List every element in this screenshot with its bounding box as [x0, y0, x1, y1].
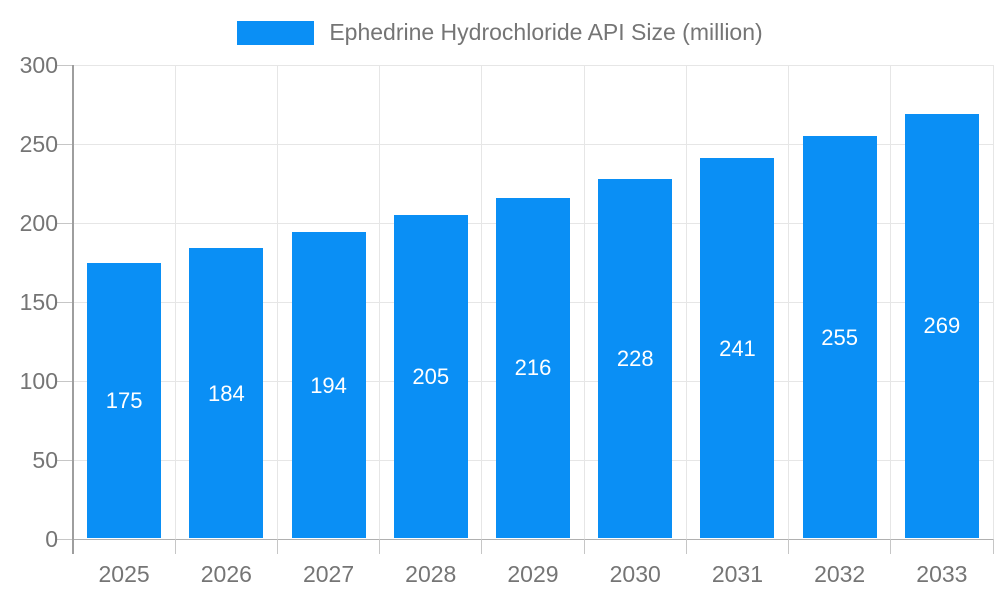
x-tick-mark	[481, 539, 483, 554]
x-tick-mark	[788, 539, 790, 554]
bar-value-label: 255	[821, 324, 859, 350]
y-axis-tick-label: 100	[19, 368, 58, 394]
x-tick-mark	[992, 539, 994, 554]
bar-2025[interactable]	[87, 262, 162, 538]
y-tick-mark	[55, 222, 73, 224]
bar-2030[interactable]	[598, 178, 673, 538]
x-gridline	[685, 65, 687, 539]
x-gridline	[992, 65, 994, 539]
y-axis-tick-label: 0	[45, 526, 58, 552]
y-axis-tick-label: 300	[19, 52, 58, 78]
bar-value-label: 184	[207, 380, 245, 406]
y-gridline	[73, 143, 993, 145]
bar-value-label: 216	[514, 355, 552, 381]
legend-swatch	[237, 20, 315, 45]
y-axis-tick-label: 50	[32, 447, 58, 473]
x-axis-tick-label: 2031	[711, 561, 764, 587]
x-gridline	[481, 65, 483, 539]
bar-value-label: 205	[412, 364, 450, 390]
x-axis-tick-label: 2028	[405, 561, 457, 587]
x-axis-tick-label: 2025	[98, 561, 150, 587]
y-tick-mark	[55, 459, 73, 461]
y-axis-tick-label: 150	[19, 289, 58, 315]
y-axis-line	[72, 65, 74, 539]
x-gridline	[890, 65, 892, 539]
x-tick-mark	[583, 539, 585, 554]
bar-value-label: 228	[616, 345, 654, 371]
x-tick-mark	[72, 539, 74, 554]
x-axis-tick-label: 2029	[507, 561, 559, 587]
plot-area: 0 50 100 150 200 250 300 175 2025 184 2026 194 2027 2…	[20, 52, 994, 587]
y-tick-mark	[55, 301, 73, 303]
bar-2033[interactable]	[904, 113, 979, 538]
bar-2032[interactable]	[802, 136, 877, 538]
y-gridline	[73, 64, 993, 66]
y-gridline	[73, 538, 993, 540]
y-axis-tick-label: 200	[19, 210, 58, 236]
x-gridline	[379, 65, 381, 539]
x-gridline	[276, 65, 278, 539]
x-axis-tick-label: 2033	[916, 561, 968, 587]
bar-2029[interactable]	[496, 197, 570, 538]
bar-value-label: 241	[719, 335, 756, 361]
bar-2026[interactable]	[189, 248, 264, 538]
x-tick-mark	[276, 539, 278, 554]
y-tick-mark	[55, 143, 73, 145]
x-tick-mark	[890, 539, 892, 554]
x-gridline	[583, 65, 585, 539]
x-axis-tick-label: 2030	[609, 561, 661, 587]
x-axis-tick-label: 2027	[302, 561, 355, 587]
y-axis-tick-label: 250	[19, 131, 58, 157]
x-gridline	[174, 65, 176, 539]
x-tick-mark	[685, 539, 687, 554]
y-tick-mark	[55, 64, 73, 66]
x-tick-mark	[379, 539, 381, 554]
x-tick-mark	[174, 539, 176, 554]
bar-value-label: 175	[105, 387, 143, 413]
y-tick-mark	[55, 538, 73, 540]
bar-2027[interactable]	[291, 232, 366, 538]
x-gridline	[788, 65, 790, 539]
bar-value-label: 269	[923, 313, 961, 339]
legend[interactable]: Ephedrine Hydrochloride API Size (millio…	[0, 19, 1000, 46]
y-tick-mark	[55, 380, 73, 382]
bar-2031[interactable]	[700, 158, 775, 538]
legend-label: Ephedrine Hydrochloride API Size (millio…	[329, 19, 763, 45]
x-axis-tick-label: 2026	[200, 561, 252, 587]
x-axis-tick-label: 2032	[814, 561, 866, 587]
bar-2028[interactable]	[393, 215, 468, 538]
bar-value-label: 194	[310, 372, 347, 398]
